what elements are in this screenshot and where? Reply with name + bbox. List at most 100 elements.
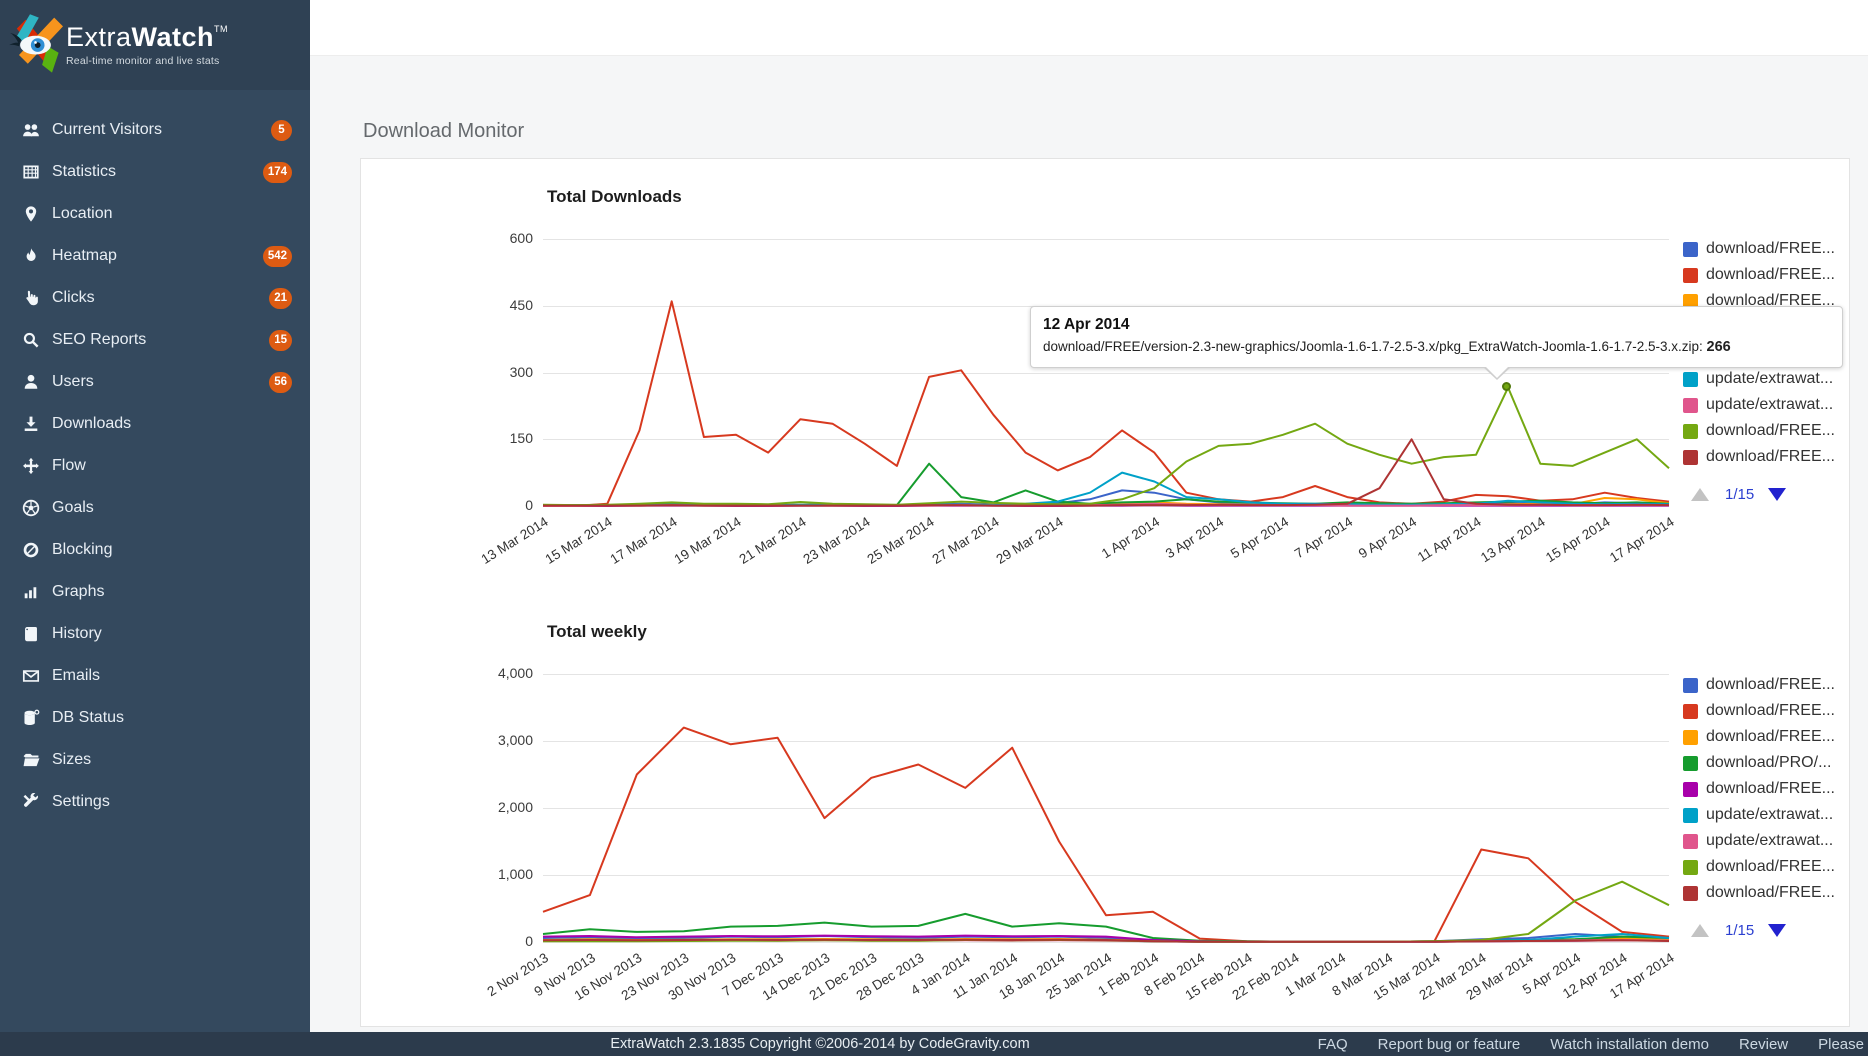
legend-item[interactable]: download/FREE... [1683,882,1835,904]
y-axis-label: 150 [509,430,533,447]
y-axis-label: 450 [509,296,533,313]
sidebar-item-heatmap[interactable]: Heatmap 542 [0,235,310,277]
series-line [543,880,1670,943]
y-axis-label: 1,000 [497,866,533,882]
y-axis-label: 2,000 [497,799,533,815]
legend-page-down-icon[interactable] [1768,924,1787,937]
tools-icon [22,792,40,811]
sidebar-item-flow[interactable]: Flow [0,445,310,487]
user-icon [22,373,40,391]
sidebar-item-label: Settings [52,793,110,810]
legend-page-up-icon[interactable] [1691,488,1709,501]
sidebar-item-sizes[interactable]: Sizes [0,739,310,781]
sidebar-item-db-status[interactable]: DB Status [0,697,310,739]
sidebar-item-graphs[interactable]: Graphs [0,571,310,613]
legend-swatch [1683,833,1698,849]
sidebar-item-label: Flow [52,457,86,474]
footer-link-please[interactable]: Please [1818,1035,1864,1053]
gridline [543,372,1669,374]
legend-page-down-icon[interactable] [1768,488,1787,501]
legend-item[interactable]: download/FREE... [1683,238,1835,260]
legend-item[interactable]: download/FREE... [1683,674,1835,696]
logo-trademark: TM [214,24,229,34]
legend-swatch [1683,267,1698,283]
legend-swatch [1683,371,1698,387]
sidebar-item-current-visitors[interactable]: Current Visitors 5 [0,109,310,151]
footer-links: FAQ Report bug or feature Watch installati… [1318,1032,1864,1056]
legend-item[interactable]: download/FREE... [1683,446,1835,468]
sidebar-item-emails[interactable]: Emails [0,655,310,697]
logo-name-light: Extra [66,22,132,52]
footer-link-review[interactable]: Review [1738,1035,1789,1053]
sidebar-item-settings[interactable]: Settings [0,781,310,823]
legend-item[interactable]: update/extrawat... [1683,394,1833,416]
download-icon [22,415,40,433]
legend-swatch [1683,859,1698,875]
x-axis-label: 11 Apr 2014 [1415,514,1484,565]
sidebar-item-label: DB Status [52,709,125,726]
series-line [543,438,1670,507]
legend-swatch [1683,781,1698,797]
legend-swatch [1683,677,1698,693]
sidebar-item-label: Graphs [52,583,105,600]
legend-swatch [1683,449,1698,465]
legend-item[interactable]: update/extrawat... [1683,830,1833,852]
legend-item[interactable]: download/PRO/... [1683,752,1831,774]
legend-label: update/extrawat... [1706,806,1834,823]
footer-link-faq[interactable]: FAQ [1317,1035,1348,1053]
legend-page-up-icon[interactable] [1691,924,1709,937]
sidebar-item-downloads[interactable]: Downloads [0,403,310,445]
x-axis-label: 29 Mar 2014 [993,514,1066,567]
legend-item[interactable]: update/extrawat... [1683,368,1833,390]
x-axis-label: 27 Mar 2014 [929,514,1002,567]
top-bar [310,0,1868,56]
sidebar-item-goals[interactable]: Goals [0,487,310,529]
chart-plot[interactable] [542,239,1670,507]
gridline [543,439,1669,441]
gridline [543,808,1669,809]
sidebar-item-label: Emails [52,667,101,684]
users-icon [22,121,40,139]
sidebar-item-label: Downloads [52,415,132,432]
sidebar-item-users[interactable]: Users 56 [0,361,310,403]
y-axis-label: 3,000 [497,732,533,748]
sidebar-item-clicks[interactable]: Clicks 21 [0,277,310,319]
sidebar-item-label: Heatmap [52,247,117,264]
chart-plot[interactable] [542,674,1670,943]
legend-item[interactable]: download/FREE... [1683,856,1835,878]
book-icon [22,625,40,643]
footer-link-report-bug-or-feature[interactable]: Report bug or feature [1377,1035,1521,1053]
sidebar-item-seo-reports[interactable]: SEO Reports 15 [0,319,310,361]
legend-item[interactable]: download/FREE... [1683,726,1835,748]
sidebar-item-statistics[interactable]: Statistics 174 [0,151,310,193]
legend-swatch [1683,729,1698,745]
sidebar-item-label: Current Visitors [52,121,162,138]
sidebar-item-history[interactable]: History [0,613,310,655]
sidebar-item-label: Blocking [52,541,113,558]
legend-item[interactable]: update/extrawat... [1683,804,1833,826]
gridline [543,741,1669,742]
chart-card: Total Downloads 0 150 300 450 600 13 Mar 2014 1… [360,158,1850,1027]
hovered-data-point[interactable] [1502,381,1512,391]
folder-icon [22,751,40,769]
count-badge: 15 [269,329,292,351]
logo-name-bold: Watch [131,22,215,52]
x-axis-label: 17 Apr 2014 [1607,514,1677,566]
legend-label: download/FREE... [1706,240,1835,257]
count-badge: 174 [262,161,292,183]
legend-item[interactable]: download/FREE... [1683,778,1835,800]
legend-swatch [1683,397,1698,413]
sidebar-item-location[interactable]: Location [0,193,310,235]
legend-item[interactable]: download/FREE... [1683,700,1835,722]
y-axis-label: 4,000 [497,665,533,681]
legend-item[interactable]: download/FREE... [1683,290,1835,312]
legend-label: download/FREE... [1706,448,1835,465]
legend-item[interactable]: download/FREE... [1683,264,1835,286]
gridline [543,942,1669,943]
sidebar-item-label: Statistics [52,163,117,180]
sidebar-item-blocking[interactable]: Blocking [0,529,310,571]
legend-item[interactable]: download/FREE... [1683,420,1835,442]
logo: ExtraWatchTM Real-time monitor and live … [0,0,310,90]
x-axis-label: 3 Apr 2014 [1163,514,1227,562]
footer-link-watch-installation-demo[interactable]: Watch installation demo [1550,1035,1709,1053]
